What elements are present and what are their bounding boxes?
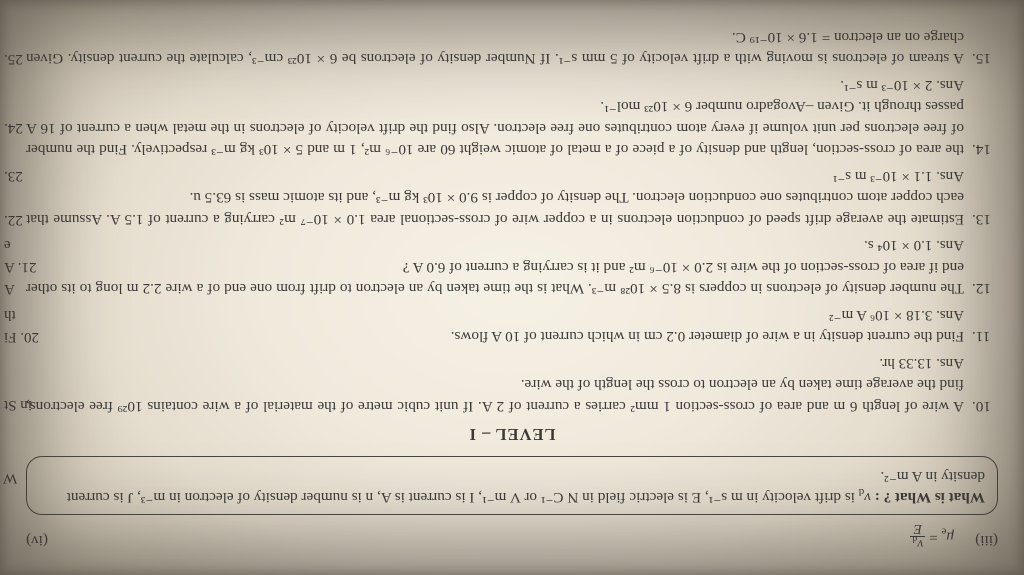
equation-fraction: vd E [910,521,925,551]
question-text: the area of cross-section, length and de… [26,96,964,161]
margin-note: A [4,278,15,299]
margin-note: 21. A [4,256,37,277]
question-text: A wire of length 6 m and area of cross-s… [26,374,964,417]
question-13: 13. Estimate the average drift speed of … [26,187,998,230]
right-fragment-w: W [3,467,17,489]
answer-13: Ans. 1.1 × 10⁻³ m s⁻¹ [26,164,964,185]
question-number: 11. [972,326,998,348]
question-10: 10. A wire of length 6 m and area of cro… [26,374,998,417]
question-14: 14. the area of cross-section, length an… [26,96,998,161]
equation-body: μe = vd E [910,521,954,551]
margin-note: 25. [4,48,23,69]
question-number: 12. [972,256,998,299]
question-text: A stream of electrons is moving with a d… [26,26,964,69]
question-12: 12. The number density of electrons in c… [26,256,998,299]
question-number: 13. [972,187,998,230]
margin-note: th [4,303,16,324]
question-text: The number density of electrons in coppe… [26,256,964,299]
margin-note: in St [4,393,32,414]
section-heading: LEVEL – I [26,423,998,446]
answer-12: Ans. 1.0 × 10⁴ s. [26,234,964,255]
question-15: 15. A stream of electrons is moving with… [26,26,998,69]
answer-11: Ans. 3.18 × 10⁶ A m⁻² [26,303,964,324]
answer-10: Ans. 13.33 hr. [26,351,964,372]
question-number: 15. [972,26,998,69]
question-text: Find the current density in a wire of di… [26,326,964,348]
question-number: 10. [972,374,998,417]
question-11: 11. Find the current density in a wire o… [26,326,998,348]
margin-note: e [4,234,11,255]
margin-note: 24. [4,117,23,138]
margin-note: 23. [4,164,23,185]
answer-14: Ans. 2 × 10⁻³ m s⁻¹. [26,73,964,94]
equation-row: (iii) μe = vd E (iv) [26,521,998,551]
definitions-text: What is What ? : vd is drift velocity in… [67,468,985,507]
question-text: Estimate the average drift speed of cond… [26,187,964,230]
question-number: 14. [972,96,998,161]
equation-label: (iii) [962,529,998,551]
margin-note: 20. Fi [4,326,39,347]
definitions-box: What is What ? : vd is drift velocity in… [26,456,998,515]
margin-note: 22. [4,209,23,230]
textbook-page: (iii) μe = vd E (iv) What is What ? : vd… [0,0,1024,575]
right-marker-iv: (iv) [26,529,48,551]
